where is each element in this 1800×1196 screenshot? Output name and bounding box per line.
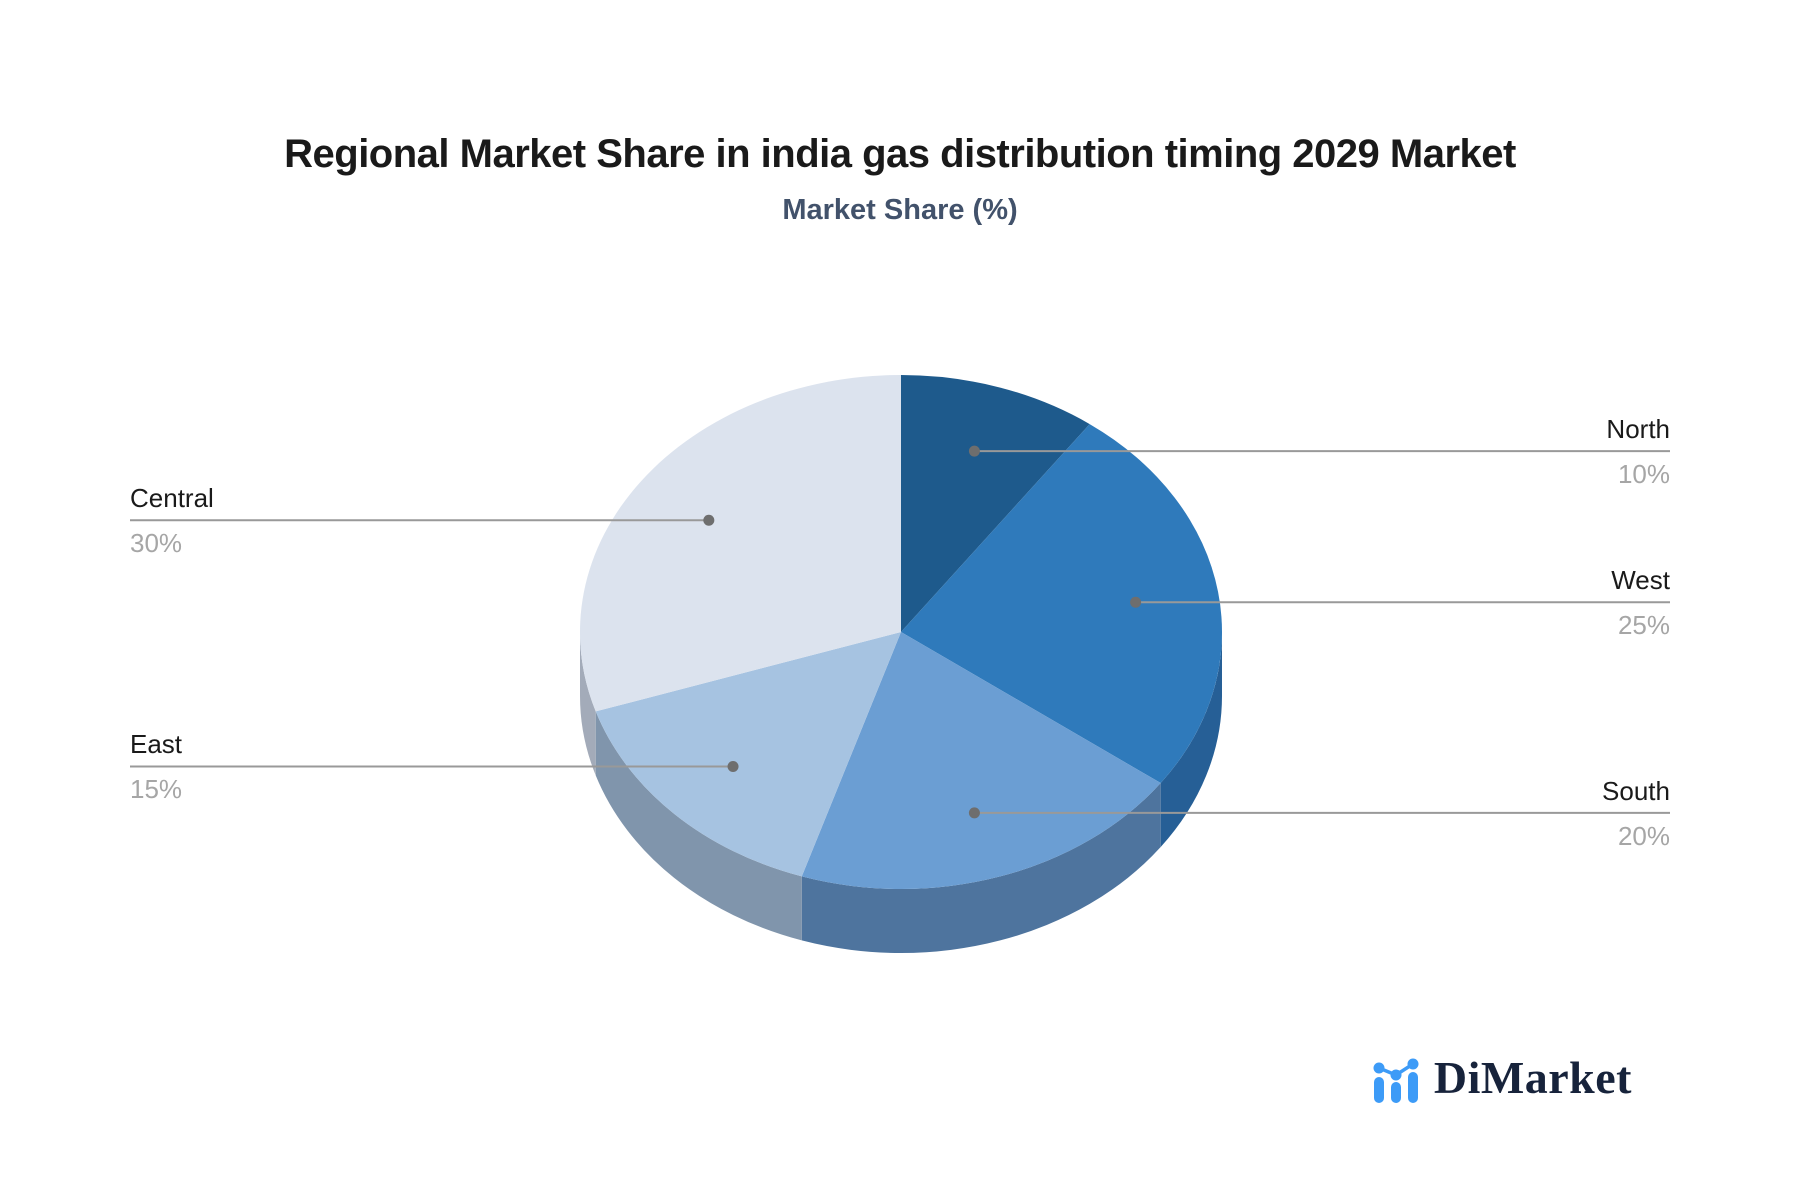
pie-slice-side-central xyxy=(580,632,596,776)
chart-title: Regional Market Share in india gas distr… xyxy=(284,132,1516,176)
brand-logo: DiMarket xyxy=(1372,1042,1632,1104)
pie-slice-side-west xyxy=(1160,632,1222,848)
pie-slice-central[interactable] xyxy=(579,374,901,712)
leader-dot-west xyxy=(1130,596,1142,608)
slice-label-name-north: North xyxy=(1606,414,1670,445)
leader-dot-central xyxy=(703,514,715,526)
slice-label-value-south: 20% xyxy=(1617,820,1670,851)
slice-label-value-central: 30% xyxy=(130,528,183,559)
slice-label-value-west: 25% xyxy=(1617,610,1670,641)
pie-slice-side-east xyxy=(595,711,802,941)
leader-dot-south xyxy=(968,807,980,819)
slice-label-name-west: West xyxy=(1611,565,1670,596)
chart-subtitle: Market Share (%) xyxy=(782,194,1018,226)
slice-label-value-north: 10% xyxy=(1617,459,1670,490)
brand-logo-text: DiMarket xyxy=(1433,1052,1632,1103)
pie-slice-north[interactable] xyxy=(901,375,1090,632)
pie-slice-west[interactable] xyxy=(901,424,1222,784)
leader-dot-north xyxy=(968,445,980,457)
bar-line-chart-icon xyxy=(1373,1058,1419,1103)
pie-slice-side-south xyxy=(801,783,1161,953)
leader-dot-east xyxy=(727,760,739,772)
slice-label-name-central: Central xyxy=(130,483,214,514)
slice-label-name-south: South xyxy=(1602,775,1670,806)
pie-slice-east[interactable] xyxy=(595,632,901,877)
pie-slice-south[interactable] xyxy=(801,632,1161,889)
slice-label-name-east: East xyxy=(130,729,183,760)
slice-label-value-east: 15% xyxy=(130,774,183,805)
